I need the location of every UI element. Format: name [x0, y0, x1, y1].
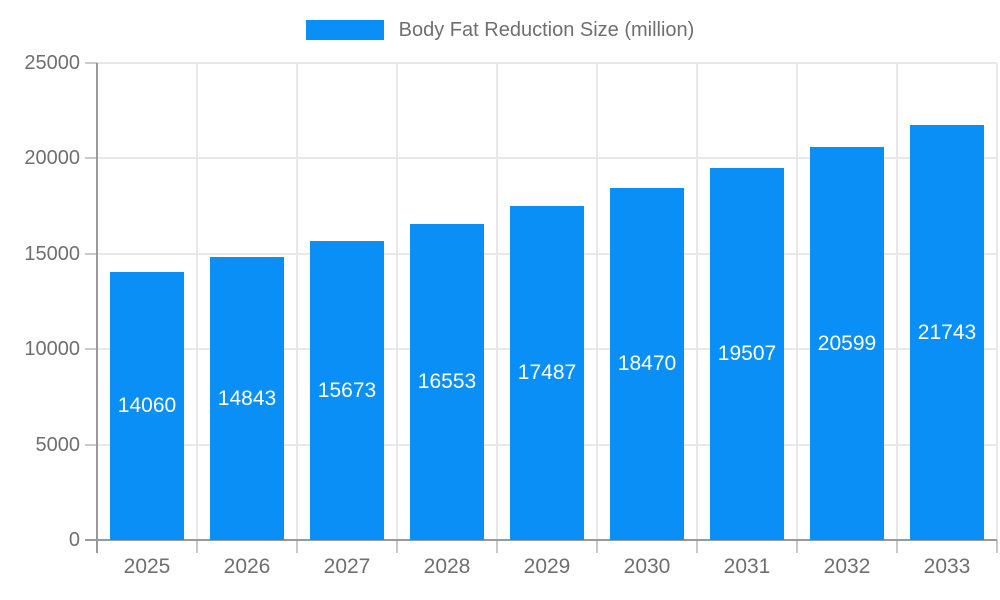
x-axis-tick: [996, 540, 998, 553]
y-axis-label: 20000: [24, 147, 80, 170]
x-axis-label: 2026: [223, 555, 271, 578]
x-gridline: [996, 63, 998, 540]
bar-value-label: 21743: [917, 320, 977, 344]
x-axis-tick: [296, 540, 298, 553]
x-axis-tick: [696, 540, 698, 553]
bar-2028[interactable]: [410, 224, 484, 540]
bar-value-label: 14843: [217, 386, 277, 410]
bar-value-label: 19507: [717, 342, 777, 365]
y-axis-label: 15000: [24, 242, 80, 265]
x-axis-line: [85, 539, 997, 541]
x-gridline: [196, 63, 198, 540]
x-gridline: [596, 63, 598, 540]
y-axis-tick: [85, 443, 97, 446]
x-axis-label: 2025: [123, 555, 171, 578]
x-axis-label: 2033: [923, 555, 971, 578]
y-axis-label: 25000: [24, 52, 80, 74]
x-axis-label: 2028: [423, 555, 471, 578]
x-gridline: [896, 63, 898, 540]
bar-value-label: 17487: [517, 361, 577, 384]
x-axis-label: 2027: [323, 555, 371, 578]
x-axis-tick: [396, 540, 398, 553]
bar-2026[interactable]: [210, 257, 284, 540]
x-axis-label: 2029: [523, 555, 571, 578]
x-gridline: [296, 63, 298, 540]
x-axis-tick: [796, 540, 798, 553]
y-axis-tick: [85, 62, 97, 64]
x-gridline: [796, 63, 798, 540]
bar-value-label: 15673: [317, 378, 377, 402]
bar-value-label: 18470: [617, 352, 677, 375]
legend-label: Body Fat Reduction Size (million): [398, 19, 695, 41]
bar-value-label: 14060: [117, 394, 177, 417]
x-axis-tick: [496, 540, 498, 553]
bar-2025[interactable]: [110, 272, 184, 540]
bar-value-label: 20599: [817, 331, 877, 355]
y-axis-tick: [85, 348, 97, 351]
bar-value-label: 16553: [417, 370, 477, 393]
x-axis-tick: [896, 540, 898, 553]
y-axis-tick: [85, 252, 97, 255]
bar-2030[interactable]: [610, 188, 684, 540]
y-gridline: [97, 62, 997, 64]
y-axis-label: 10000: [24, 338, 80, 361]
y-gridline: [97, 157, 997, 160]
bar-2029[interactable]: [510, 206, 584, 540]
legend[interactable]: Body Fat Reduction Size (million): [0, 18, 1000, 42]
x-axis-tick: [596, 540, 598, 553]
x-axis-label: 2031: [723, 555, 771, 578]
legend-swatch-icon: [305, 20, 384, 40]
bar-2027[interactable]: [310, 241, 384, 540]
x-axis-label: 2032: [823, 555, 871, 578]
y-axis-line: [96, 63, 98, 553]
bar-2033[interactable]: [910, 125, 984, 540]
x-axis-tick: [196, 540, 198, 553]
y-axis-tick: [85, 157, 97, 160]
y-axis-label: 5000: [35, 433, 81, 456]
x-gridline: [696, 63, 698, 540]
bar-2031[interactable]: [710, 168, 784, 540]
x-axis-label: 2030: [623, 555, 671, 578]
x-gridline: [396, 63, 398, 540]
bar-2032[interactable]: [810, 147, 884, 540]
x-gridline: [496, 63, 498, 540]
y-axis-label: 0: [68, 529, 80, 551]
